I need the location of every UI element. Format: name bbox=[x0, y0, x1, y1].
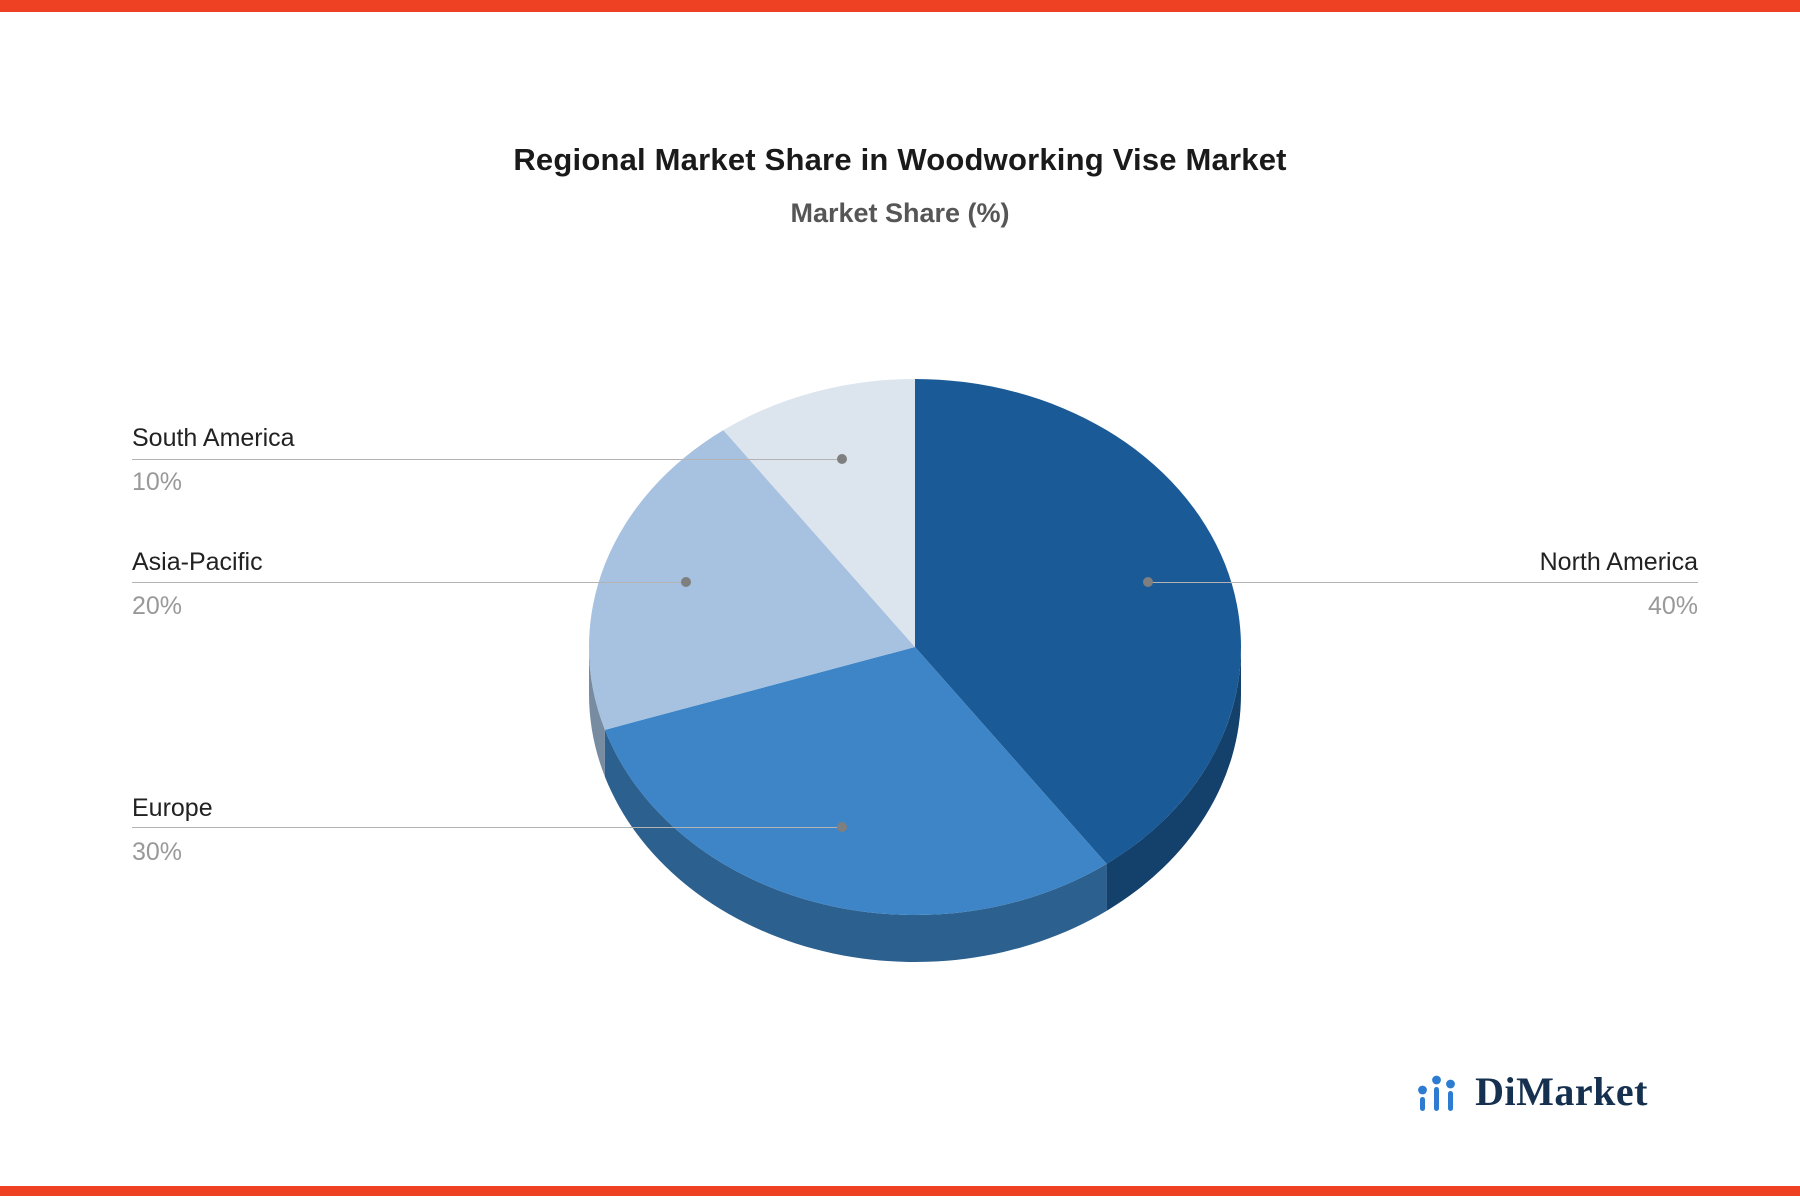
callout-label-asia-pacific: Asia-Pacific bbox=[132, 548, 263, 576]
chart-title: Regional Market Share in Woodworking Vis… bbox=[513, 142, 1287, 177]
leader-dot-europe bbox=[837, 822, 847, 832]
pie-slice-side-north-america bbox=[1106, 647, 1241, 911]
leader-line-asia-pacific bbox=[132, 577, 691, 587]
leader-dot-south-america bbox=[837, 454, 847, 464]
callout-value-south-america: 10% bbox=[132, 468, 183, 496]
logo-text: DiMarket bbox=[1475, 1069, 1648, 1114]
chart-subtitle: Market Share (%) bbox=[790, 198, 1010, 228]
bottom-accent-strip bbox=[0, 1186, 1800, 1196]
callout-label-north-america: North America bbox=[1539, 548, 1698, 576]
leader-dot-north-america bbox=[1143, 577, 1153, 587]
brand-logo: DiMarket bbox=[1417, 1068, 1648, 1115]
pie-slice-asia-pacific bbox=[589, 430, 915, 730]
bar-chart-logo-icon bbox=[1418, 1075, 1456, 1111]
callout-label-south-america: South America bbox=[132, 424, 295, 452]
callout-value-asia-pacific: 20% bbox=[132, 592, 183, 620]
callout-asia-pacific: Asia-Pacific 20% bbox=[132, 545, 263, 623]
leader-dot-asia-pacific bbox=[681, 577, 691, 587]
leader-line-south-america bbox=[132, 454, 847, 464]
leader-line-europe bbox=[132, 822, 847, 832]
callout-north-america: North America 40% bbox=[1540, 545, 1698, 623]
callout-value-europe: 30% bbox=[132, 838, 183, 866]
pie-slice-side-asia-pacific bbox=[589, 647, 605, 777]
top-accent-strip bbox=[0, 0, 1800, 12]
callout-value-north-america: 40% bbox=[1647, 592, 1698, 620]
callout-south-america: South America 10% bbox=[132, 421, 295, 499]
pie-slice-north-america bbox=[915, 379, 1241, 864]
pie-slice-south-america bbox=[723, 379, 915, 647]
pie-slice-europe bbox=[604, 647, 1107, 916]
callout-europe: Europe 30% bbox=[132, 791, 213, 869]
callout-label-europe: Europe bbox=[132, 794, 213, 822]
pie-slice-side-europe bbox=[604, 729, 1107, 963]
leader-line-north-america bbox=[1143, 577, 1698, 587]
